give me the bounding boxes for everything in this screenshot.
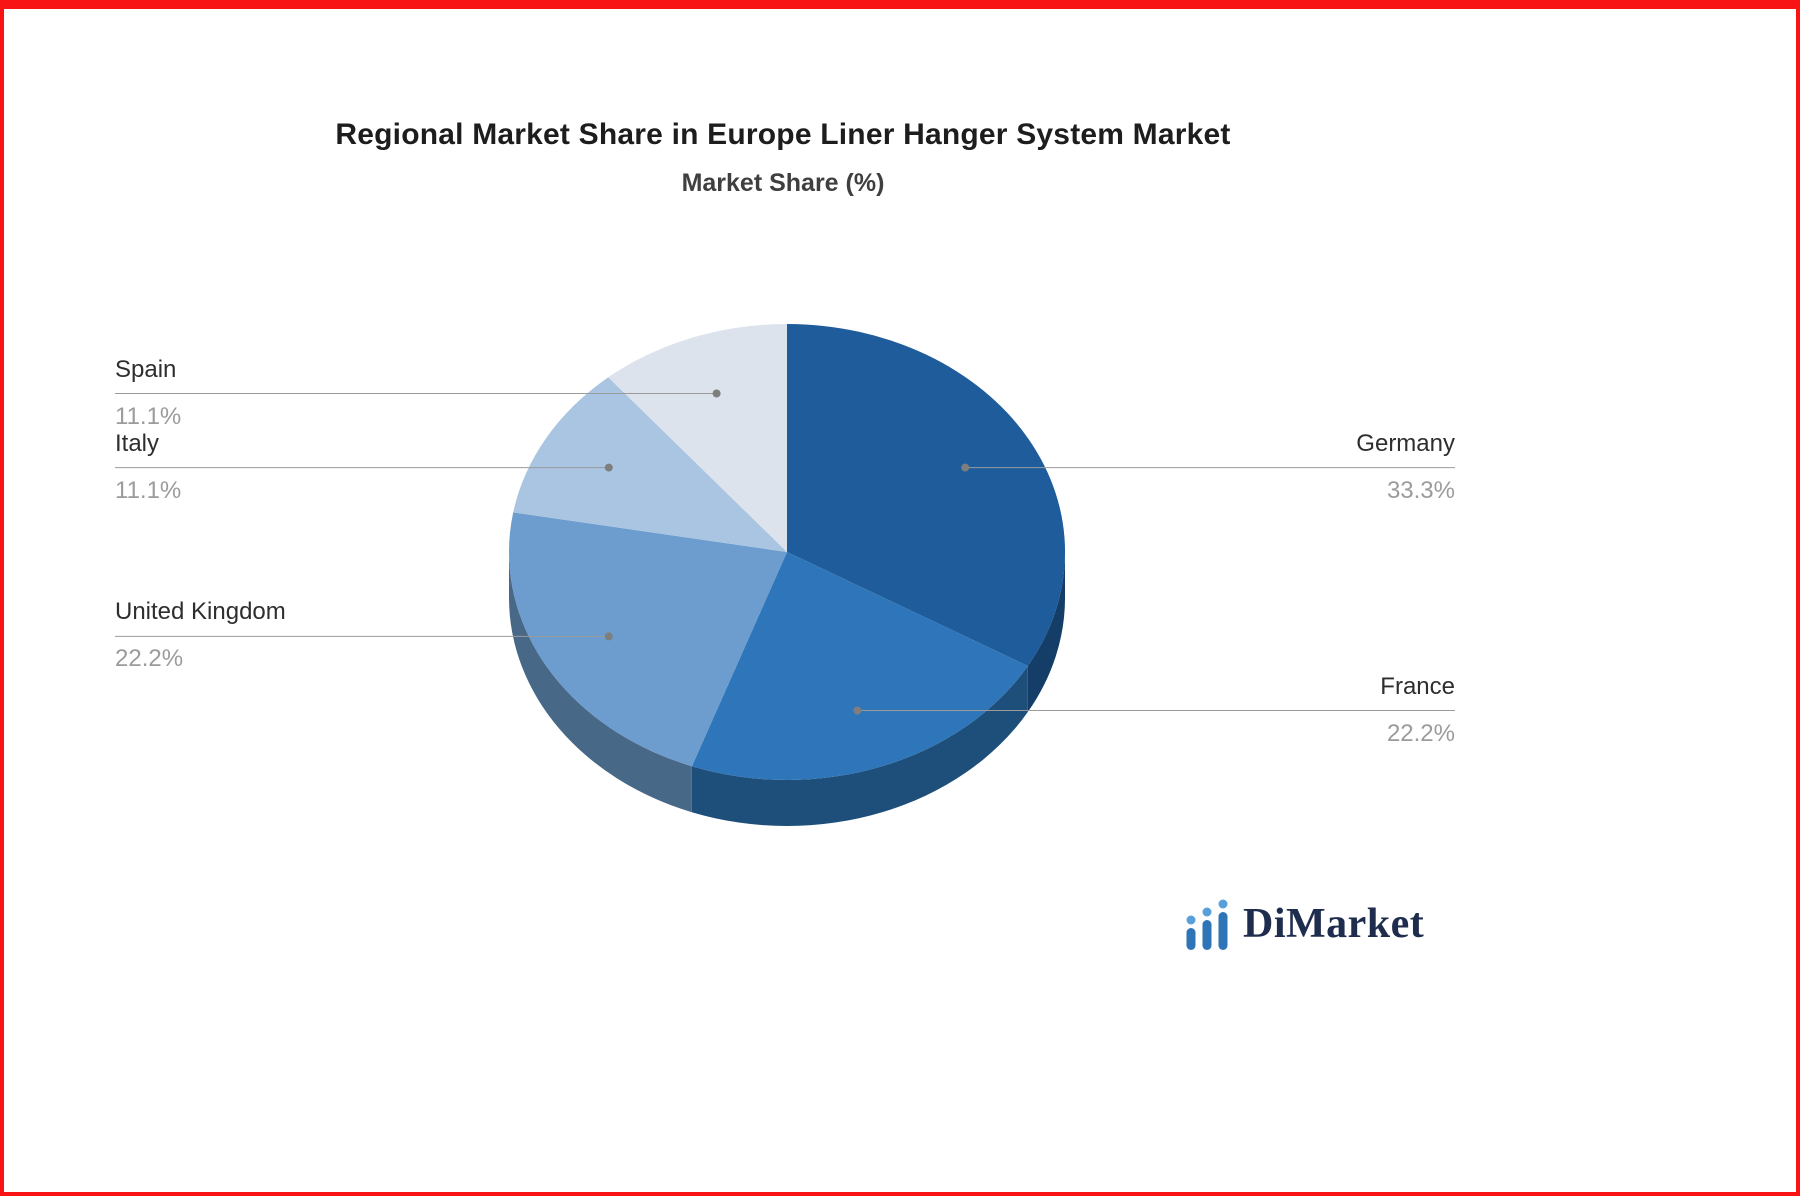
pie-side-united-kingdom	[509, 552, 692, 813]
brand-name: DiMarket	[1243, 901, 1425, 947]
leader-dot-united-kingdom	[604, 632, 613, 641]
leader-dot-italy	[604, 463, 613, 472]
chart-subtitle: Market Share (%)	[681, 169, 885, 197]
leader-dot-germany	[961, 463, 970, 472]
leader-dot-spain	[712, 389, 721, 398]
leader-dot-france	[853, 706, 862, 715]
pie-slice-united-kingdom[interactable]	[508, 512, 787, 767]
pie-side-germany	[1027, 552, 1065, 712]
bar-chart-logo-icon	[1186, 899, 1228, 950]
pie-slice-france[interactable]	[691, 552, 1028, 780]
pie-side-france	[691, 666, 1028, 826]
pie-slice-spain[interactable]	[608, 323, 787, 552]
chart-title: Regional Market Share in Europe Liner Ha…	[335, 118, 1231, 151]
pie-slice-italy[interactable]	[513, 377, 787, 552]
dimarket-logo: DiMarket	[1183, 898, 1424, 950]
pie-slice-germany[interactable]	[787, 324, 1066, 666]
